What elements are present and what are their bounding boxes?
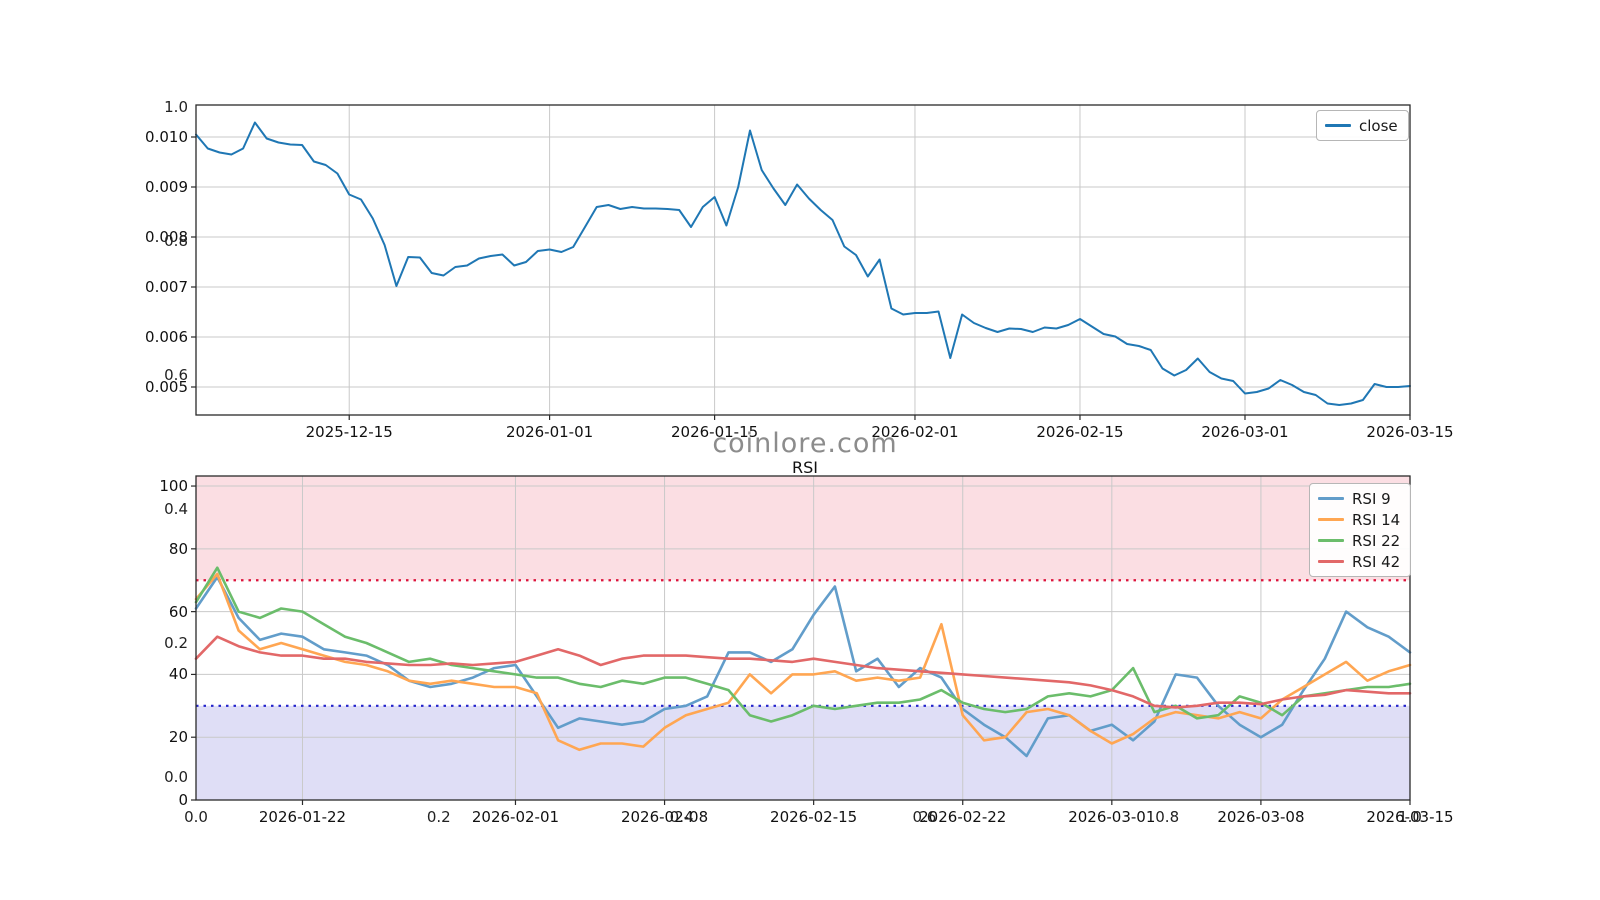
legend-item-rsi9: RSI 9 <box>1318 488 1400 509</box>
rsi-chart-title: RSI <box>792 458 818 477</box>
x-tick-label: 2026-02-15 <box>770 808 858 826</box>
legend-label-rsi22: RSI 22 <box>1352 531 1401 550</box>
rsi14-line-swatch <box>1318 518 1344 521</box>
x-tick-label: 2026-03-01 <box>1068 808 1156 826</box>
ghost-y-tick-label: 0.8 <box>164 232 188 250</box>
ghost-x-tick-label: 0.4 <box>669 808 694 826</box>
ghost-y-tick-label: 0.4 <box>164 500 188 518</box>
y-tick-label: 0.007 <box>145 278 188 296</box>
legend-item-rsi14: RSI 14 <box>1318 509 1400 530</box>
legend-item-close: close <box>1325 115 1398 136</box>
y-tick-label: 80 <box>168 539 188 558</box>
close-line-swatch <box>1325 124 1351 127</box>
legend-label-rsi9: RSI 9 <box>1352 489 1391 508</box>
rsi-chart-plot <box>191 475 1412 805</box>
y-tick-label: 0.008 <box>145 228 188 246</box>
y-tick-label: 0.005 <box>145 378 188 396</box>
y-tick-label: 40 <box>168 665 188 684</box>
x-tick-label: 2026-01-22 <box>258 808 347 826</box>
ghost-x-tick-label: 0.0 <box>184 808 208 826</box>
ghost-x-tick-label: 0.2 <box>426 808 451 826</box>
rsi-legend: RSI 9 RSI 14 RSI 22 RSI 42 <box>1309 483 1412 577</box>
price-chart-plot <box>191 104 1411 420</box>
x-tick-label: 2026-02-22 <box>919 808 1007 826</box>
ghost-y-tick-label: 0.6 <box>164 366 188 384</box>
x-tick-label: 2026-03-15 <box>1366 808 1454 826</box>
price-legend: close <box>1316 110 1409 141</box>
rsi9-line-swatch <box>1318 497 1344 500</box>
x-tick-label: 2026-03-15 <box>1366 423 1454 441</box>
y-tick-label: 0 <box>178 791 188 809</box>
watermark-text: coinlore.com <box>712 428 898 459</box>
ghost-x-tick-label: 0.6 <box>912 808 937 826</box>
ghost-y-tick-label: 1.0 <box>164 98 188 116</box>
ghost-x-tick-label: 0.8 <box>1155 808 1180 826</box>
x-tick-label: 2025-12-15 <box>305 423 393 441</box>
y-tick-label: 0.009 <box>145 178 188 196</box>
x-tick-label: 2026-03-01 <box>1201 423 1289 441</box>
x-tick-label: 2026-02-01 <box>471 808 560 826</box>
x-tick-label: 2026-02-08 <box>620 808 709 826</box>
y-tick-label: 100 <box>159 477 188 496</box>
legend-label-rsi14: RSI 14 <box>1352 510 1401 529</box>
x-tick-label: 2026-02-15 <box>1036 423 1124 441</box>
legend-label-close: close <box>1359 116 1398 135</box>
y-tick-label: 20 <box>168 728 188 747</box>
y-tick-label: 0.010 <box>145 128 188 146</box>
x-tick-label: 2026-03-08 <box>1217 808 1305 826</box>
ghost-y-tick-label: 0.2 <box>164 634 188 652</box>
y-tick-label: 0.006 <box>145 328 188 346</box>
y-tick-label: 60 <box>168 602 188 621</box>
legend-label-rsi42: RSI 42 <box>1352 552 1401 571</box>
ghost-x-tick-label: 1.0 <box>1398 808 1422 826</box>
rsi42-line-swatch <box>1318 560 1344 563</box>
legend-item-rsi42: RSI 42 <box>1318 551 1400 572</box>
rsi22-line-swatch <box>1318 539 1344 542</box>
legend-item-rsi22: RSI 22 <box>1318 530 1400 551</box>
ghost-y-tick-label: 0.0 <box>164 768 188 786</box>
